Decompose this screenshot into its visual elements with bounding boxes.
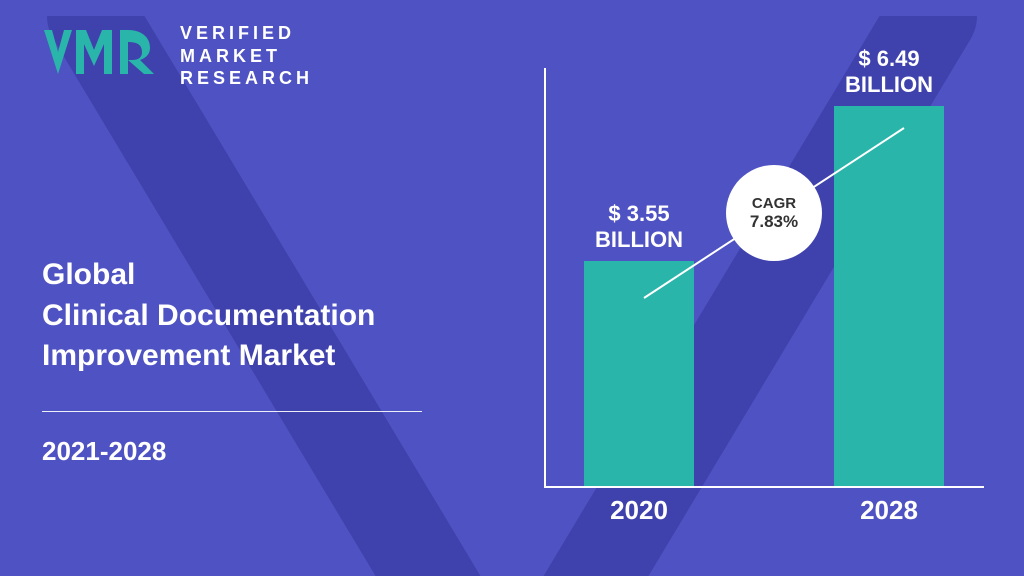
vmr-logo: VERIFIED MARKET RESEARCH bbox=[42, 22, 313, 90]
year-range: 2021-2028 bbox=[42, 436, 422, 467]
trend-line bbox=[544, 68, 984, 518]
cagr-label: CAGR bbox=[752, 195, 796, 212]
title-block: Global Clinical Documentation Improvemen… bbox=[42, 255, 422, 467]
title-line: Global bbox=[42, 255, 422, 296]
cagr-value: 7.83% bbox=[750, 212, 798, 232]
cagr-badge: CAGR 7.83% bbox=[726, 165, 822, 261]
logo-text-line: MARKET bbox=[180, 45, 313, 68]
infographic-canvas: VERIFIED MARKET RESEARCH Global Clinical… bbox=[0, 0, 1024, 576]
title-divider bbox=[42, 411, 422, 412]
vmr-logo-text: VERIFIED MARKET RESEARCH bbox=[180, 22, 313, 90]
logo-text-line: VERIFIED bbox=[180, 22, 313, 45]
title-line: Improvement Market bbox=[42, 336, 422, 377]
title-line: Clinical Documentation bbox=[42, 296, 422, 337]
logo-text-line: RESEARCH bbox=[180, 67, 313, 90]
vmr-logo-mark bbox=[42, 26, 162, 86]
bar-chart: $ 3.55 BILLION $ 6.49 BILLION 2020 2028 … bbox=[544, 68, 984, 518]
